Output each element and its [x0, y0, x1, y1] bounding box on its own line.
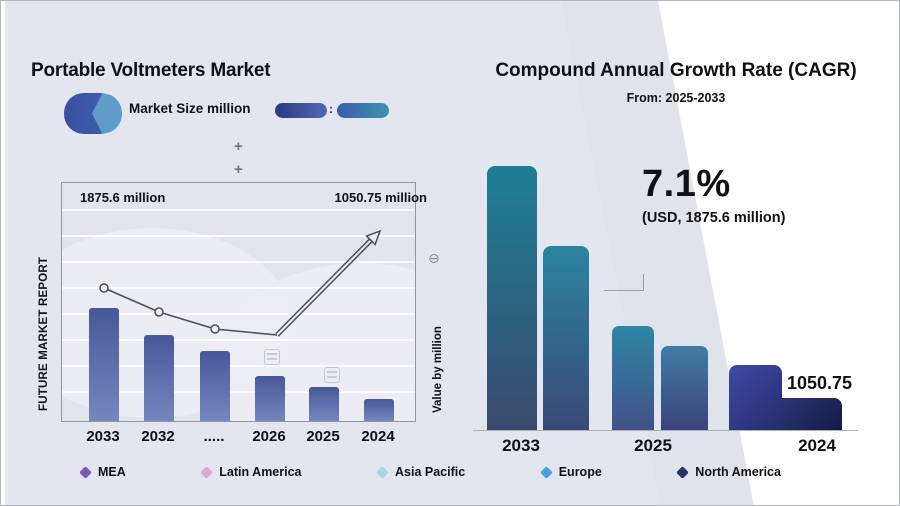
region-legend: MEA Latin America Asia Pacific Europe North …: [79, 465, 781, 479]
right-bar: [782, 398, 842, 430]
right-bar: [487, 166, 537, 430]
right-axis-labels: 2033 2025 2024: [1, 436, 899, 458]
right-bar: [729, 365, 782, 430]
legend-marker-icon: [676, 465, 690, 479]
start-value-label: 1875.6 million: [80, 190, 166, 205]
page-title: Portable Voltmeters Market: [31, 60, 271, 81]
right-bar: [612, 326, 654, 430]
legend-marker-icon: [79, 465, 92, 479]
plus-icon: +: [234, 161, 243, 178]
legend-label: Latin America: [219, 465, 302, 479]
legend-item: Europe: [539, 465, 602, 479]
cagr-note: (USD, 1875.6 million): [642, 210, 786, 226]
left-chart-panel: 1875.6 million 1050.75 million: [61, 182, 427, 422]
left-axis-label: 2033: [86, 428, 120, 445]
ghost-document-icon: [264, 349, 280, 365]
right-axis-label: 2025: [634, 436, 672, 455]
ratio-pill-start: [275, 103, 327, 118]
right-chart-baseline: [473, 430, 858, 431]
left-axis-labels: 2033 2032..... 2026 2025 2024: [61, 428, 416, 448]
right-axis-label: 2033: [502, 436, 540, 455]
market-size-icon: [64, 93, 122, 134]
right-bar: [543, 246, 589, 430]
left-bar-plot: [62, 183, 415, 421]
right-bar: [661, 346, 708, 430]
trend-line-and-arrow: [99, 229, 382, 337]
legend-item: Asia Pacific: [376, 465, 466, 479]
left-axis-label: 2032: [141, 428, 175, 445]
left-axis-label: 2024: [361, 428, 395, 445]
legend-label: North America: [695, 465, 781, 479]
legend-item: MEA: [79, 465, 126, 479]
left-axis-label: 2025: [306, 428, 340, 445]
left-bar: [255, 376, 285, 421]
left-axis-label: 2026: [252, 428, 286, 445]
legend-marker-icon: [376, 465, 389, 479]
minus-circle-icon: ⊖: [428, 250, 440, 266]
ghost-document-icon: [324, 367, 340, 383]
left-bar: [144, 335, 174, 421]
end-value-label: 1050.75 million: [334, 190, 428, 205]
ratio-separator: :: [329, 102, 333, 116]
corner-line: [604, 290, 644, 291]
left-bar: [364, 399, 394, 421]
ratio-pill-end: [337, 103, 389, 118]
right-axis-label: 2024: [798, 436, 836, 455]
value-axis-label: Value by million: [432, 326, 444, 413]
left-axis-label: .....: [203, 428, 225, 445]
corner-line: [643, 274, 644, 291]
market-size-label: Market Size million: [129, 101, 251, 116]
cagr-title: Compound Annual Growth Rate (CAGR): [495, 60, 857, 81]
left-bar: [89, 308, 119, 421]
legend-marker-icon: [539, 465, 553, 479]
left-bar: [309, 387, 339, 421]
left-bar: [200, 351, 230, 421]
legend-item: North America: [676, 465, 781, 479]
legend-label: Asia Pacific: [395, 465, 466, 479]
legend-marker-icon: [200, 465, 214, 479]
legend-item: Latin America: [200, 465, 302, 479]
cagr-value: 7.1%: [642, 163, 731, 205]
cagr-subtitle: From: 2025-2033: [626, 91, 726, 105]
legend-label: MEA: [98, 465, 126, 479]
plus-icon: +: [234, 138, 243, 155]
legend-label: Europe: [558, 465, 602, 479]
brand-side-label: FUTURE MARKET REPORT: [38, 256, 50, 411]
value-annotation: 1050.75: [787, 373, 853, 393]
